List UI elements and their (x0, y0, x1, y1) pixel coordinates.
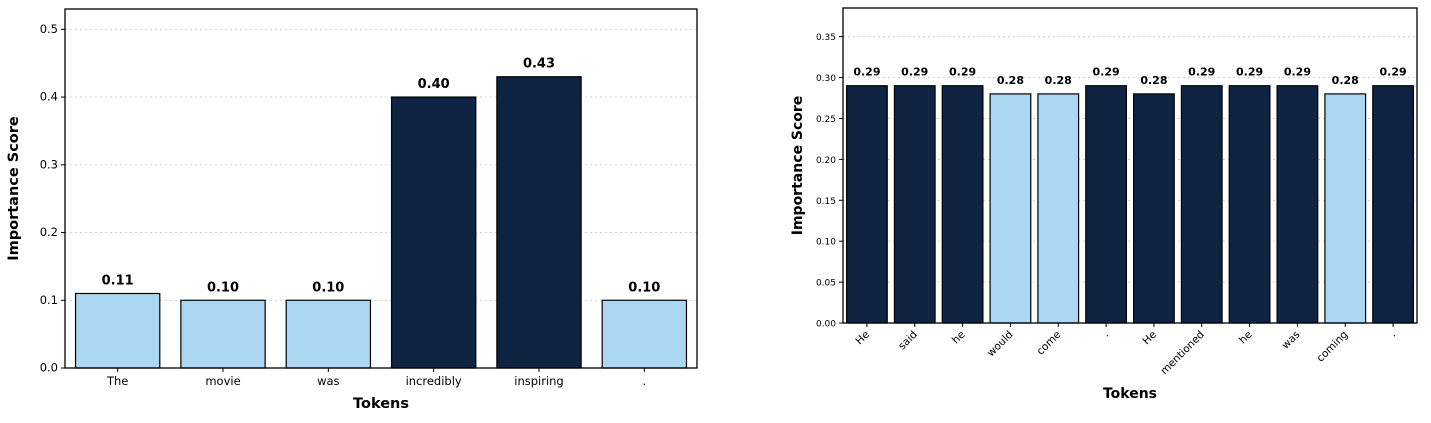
bar (1276, 85, 1319, 324)
bar-value-label: 0.29 (1380, 66, 1407, 79)
bar-value-label: 0.28 (1332, 74, 1359, 87)
x-tick-label: was (317, 374, 339, 388)
bar-value-label: 0.28 (997, 74, 1024, 87)
axes-frame (64, 8, 698, 369)
x-tick-label: . (1100, 329, 1111, 340)
bar (1372, 85, 1415, 324)
bar-value-label: 0.29 (853, 66, 880, 79)
y-tick-label: 0.20 (816, 156, 836, 166)
bar-value-label: 0.29 (901, 66, 928, 79)
x-tick-label: The (106, 374, 128, 388)
bar-value-label: 0.10 (628, 280, 660, 295)
y-tick-label: 0.5 (40, 22, 58, 36)
y-tick-label: 0.3 (40, 157, 58, 171)
bar-value-label: 0.29 (1284, 66, 1311, 79)
y-tick-label: 0.0 (40, 361, 58, 375)
x-tick-label: he (950, 329, 968, 347)
x-tick-label: coming (1315, 329, 1351, 365)
bar (1324, 93, 1367, 324)
bar (1037, 93, 1080, 324)
y-axis-label: Importance Score (6, 116, 22, 261)
x-tick-label: . (643, 374, 647, 388)
left-chart-canvas: 0.11 The 0.10 movie 0.10 was 0.40 incredibly 0.4… (6, 8, 698, 412)
y-tick-label: 0.00 (816, 320, 836, 330)
bar-value-label: 0.10 (312, 280, 344, 295)
bar (390, 96, 477, 369)
bar (180, 299, 266, 369)
x-axis-label: Tokens (1103, 386, 1157, 402)
bar (1180, 85, 1223, 324)
x-tick-label: inspiring (514, 374, 563, 388)
bar-value-label: 0.28 (1140, 74, 1167, 87)
x-tick-label: He (853, 329, 872, 348)
y-axis-label: Importance Score (790, 96, 806, 236)
bar-value-label: 0.29 (1188, 66, 1215, 79)
bar-value-label: 0.11 (102, 273, 134, 288)
bar-value-label: 0.29 (949, 66, 976, 79)
x-tick-label: . (1387, 329, 1398, 340)
right-chart: 0.29 He 0.29 said 0.29 he 0.28 would 0.28 come 0.2… (788, 0, 1429, 423)
left-chart: 0.11 The 0.10 movie 0.10 was 0.40 incredibly 0.4… (2, 0, 707, 423)
y-tick-label: 0.25 (816, 115, 836, 125)
bar (1228, 85, 1271, 324)
x-tick-label: He (1140, 329, 1159, 348)
x-tick-label: come (1034, 329, 1063, 358)
bar (285, 299, 372, 369)
bar (1085, 85, 1128, 324)
bar (601, 299, 688, 369)
bar-value-label: 0.29 (1236, 66, 1263, 79)
x-tick-label: he (1237, 329, 1255, 347)
y-tick-label: 0.10 (816, 238, 836, 248)
bar (74, 292, 161, 369)
x-tick-label: incredibly (406, 374, 462, 388)
x-tick-label: mentioned (1158, 329, 1207, 378)
y-tick-label: 0.4 (40, 90, 58, 104)
bar (989, 93, 1032, 324)
bar (845, 85, 888, 324)
y-tick-label: 0.05 (816, 279, 836, 289)
bar-value-label: 0.43 (523, 57, 555, 72)
bar (1132, 93, 1175, 324)
bar (941, 85, 984, 324)
bar-value-label: 0.40 (418, 77, 450, 92)
axes-frame (842, 7, 1418, 324)
y-tick-label: 0.15 (816, 197, 836, 207)
bar-value-label: 0.29 (1093, 66, 1120, 79)
y-tick-label: 0.1 (40, 293, 58, 307)
bar (496, 76, 582, 369)
x-tick-label: was (1280, 329, 1303, 352)
right-chart-canvas: 0.29 He 0.29 said 0.29 he 0.28 would 0.28 come 0.2… (790, 7, 1418, 402)
bar (893, 85, 936, 324)
x-tick-label: movie (205, 374, 240, 388)
bar-value-label: 0.28 (1045, 74, 1072, 87)
x-tick-label: said (896, 329, 920, 353)
y-tick-label: 0.2 (40, 225, 58, 239)
y-tick-label: 0.30 (816, 74, 836, 84)
y-tick-label: 0.35 (816, 33, 836, 43)
x-axis-label: Tokens (353, 396, 409, 412)
bar-value-label: 0.10 (207, 280, 239, 295)
x-tick-label: would (985, 329, 1016, 360)
